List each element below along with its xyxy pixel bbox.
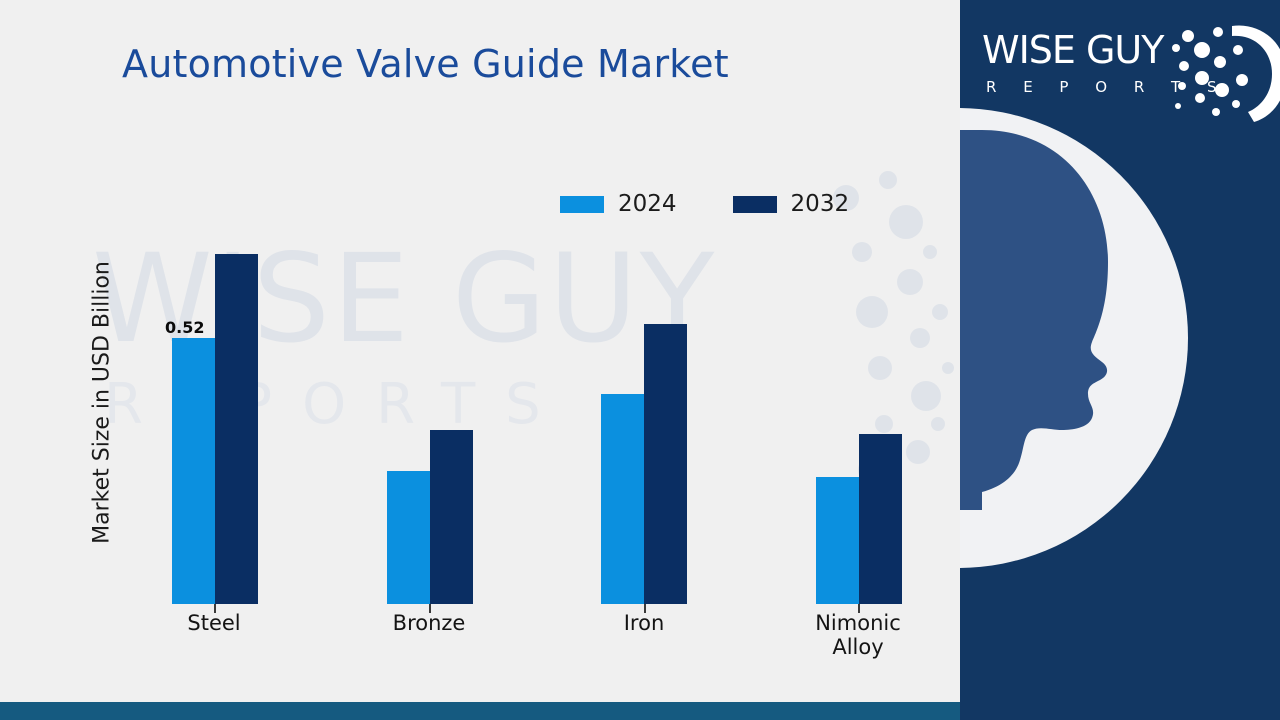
legend-swatch-2032 [732,196,777,213]
legend-label-2032: 2032 [790,191,850,217]
x-axis-label-iron: Iron [564,611,724,636]
brand-logo-primary-text: WISE GUY [982,28,1164,72]
bar-2032-steel [215,254,258,604]
x-axis-label-bronze: Bronze [349,611,509,636]
legend-label-2024: 2024 [618,191,677,217]
x-axis-label-line: Iron [623,611,665,635]
bar-2024-nimonic-alloy [816,477,859,604]
legend-item-2024[interactable]: 2024 [560,193,677,216]
head-profile-icon [960,130,1108,510]
bar-2032-iron [644,324,687,604]
brand-panel: WISE GUY R E P O R T S [960,0,1280,720]
bar-2032-bronze [430,430,473,604]
brand-logo: WISE GUY R E P O R T S [982,25,1280,122]
x-axis-label-nimonic-alloy: Nimonic Alloy [778,611,938,659]
legend-swatch-2024 [560,196,604,213]
page-title: Automotive Valve Guide Market [122,42,729,86]
bar-2024-steel [172,338,215,604]
x-axis-label-line: Nimonic [815,611,901,635]
x-axis-tick [644,604,646,613]
legend-item-2032[interactable]: 2032 [732,191,850,217]
bar-data-label: 0.52 [165,318,205,337]
brand-logo-head-dots-icon [1172,25,1280,122]
x-axis-label-line: Alloy [832,634,884,659]
bar-2024-bronze [387,471,430,604]
brand-logo-secondary-text: R E P O R T S [986,78,1228,96]
plot-area: Steel 0.52 Bronze Iron Nimonic Alloy [134,254,938,659]
x-axis-tick [858,604,860,613]
x-axis-label-line: Bronze [392,611,466,635]
bar-2024-iron [601,394,644,604]
x-axis-label-line: Steel [187,611,241,635]
bottom-accent-bar [0,702,962,720]
x-axis-tick [429,604,431,613]
chart-legend: 2024 2032 [560,193,849,216]
bar-2032-nimonic-alloy [859,434,902,604]
x-axis-label-steel: Steel [134,611,294,636]
x-axis-tick [214,604,216,613]
